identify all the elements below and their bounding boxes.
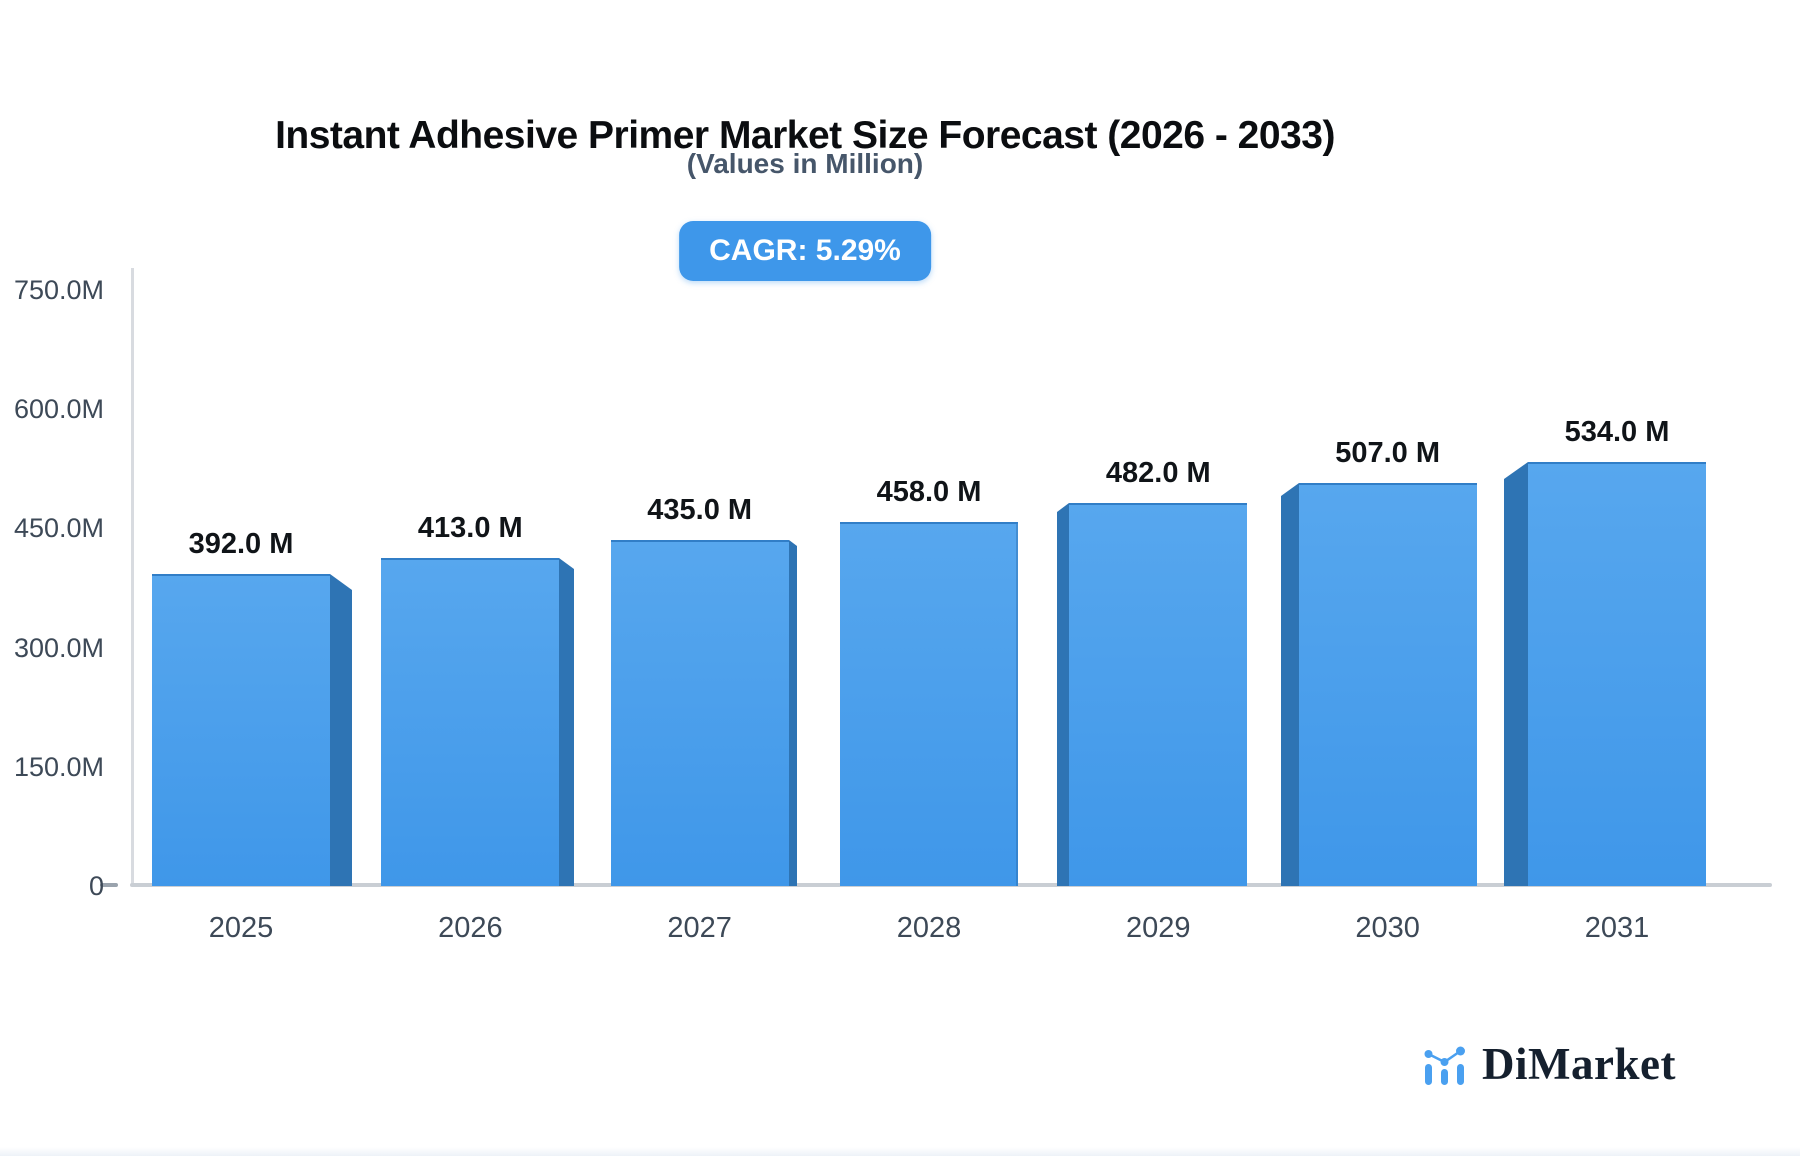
bar-side-2025: [330, 574, 352, 886]
bar-value-label-2028: 458.0 M: [876, 476, 982, 508]
x-tick-label-2027: 2027: [667, 912, 732, 944]
x-tick-label-2030: 2030: [1355, 912, 1420, 944]
bar-side-2030: [1281, 483, 1299, 886]
y-tick-label-300.0M: 300.0M: [13, 632, 104, 663]
bar-2028: [840, 522, 1018, 886]
bar-value-label-2030: 507.0 M: [1335, 437, 1441, 469]
bar-2031: [1528, 462, 1706, 886]
cagr-badge: CAGR: 5.29%: [679, 221, 931, 281]
brand-name: DiMarket: [1482, 1039, 1676, 1089]
x-tick-label-2025: 2025: [208, 912, 274, 944]
x-tick-label-2031: 2031: [1584, 912, 1650, 944]
bar-2025: [152, 574, 330, 886]
x-tick-label-2029: 2029: [1126, 912, 1191, 944]
bar-2026: [381, 558, 559, 886]
bar-2027: [611, 540, 789, 886]
x-tick-label-2026: 2026: [438, 912, 503, 944]
mini-bar-chart-logo-icon: [1424, 1046, 1465, 1085]
page-subtitle: (Values in Million): [686, 148, 924, 179]
y-tick-label-600.0M: 600.0M: [13, 394, 104, 425]
y-tick-label-450.0M: 450.0M: [13, 513, 104, 544]
x-tick-label-2028: 2028: [896, 912, 962, 944]
bar-value-label-2031: 534.0 M: [1564, 416, 1670, 448]
y-tick-label-750.0M: 750.0M: [13, 275, 104, 305]
y-tick-label-0: 0: [88, 871, 104, 901]
bar-2029: [1069, 503, 1247, 886]
brand-footer: DiMarket: [1422, 1038, 1676, 1090]
bar-side-2031: [1504, 462, 1528, 886]
bottom-accent-strip: [0, 1147, 1800, 1156]
bar-side-2029: [1057, 503, 1069, 886]
bar-value-label-2026: 413.0 M: [417, 512, 523, 544]
bar-2030: [1299, 483, 1477, 886]
bar-side-2026: [559, 558, 574, 886]
bar-value-label-2027: 435.0 M: [647, 494, 753, 526]
bar-side-2027: [789, 540, 797, 886]
bar-value-label-2029: 482.0 M: [1105, 457, 1211, 489]
bar-value-label-2025: 392.0 M: [188, 528, 294, 560]
page-title: Instant Adhesive Primer Market Size Fore…: [275, 114, 1335, 158]
zero-tick-mark: [100, 883, 118, 887]
y-axis-line: [131, 268, 134, 886]
y-tick-label-150.0M: 150.0M: [13, 751, 104, 782]
